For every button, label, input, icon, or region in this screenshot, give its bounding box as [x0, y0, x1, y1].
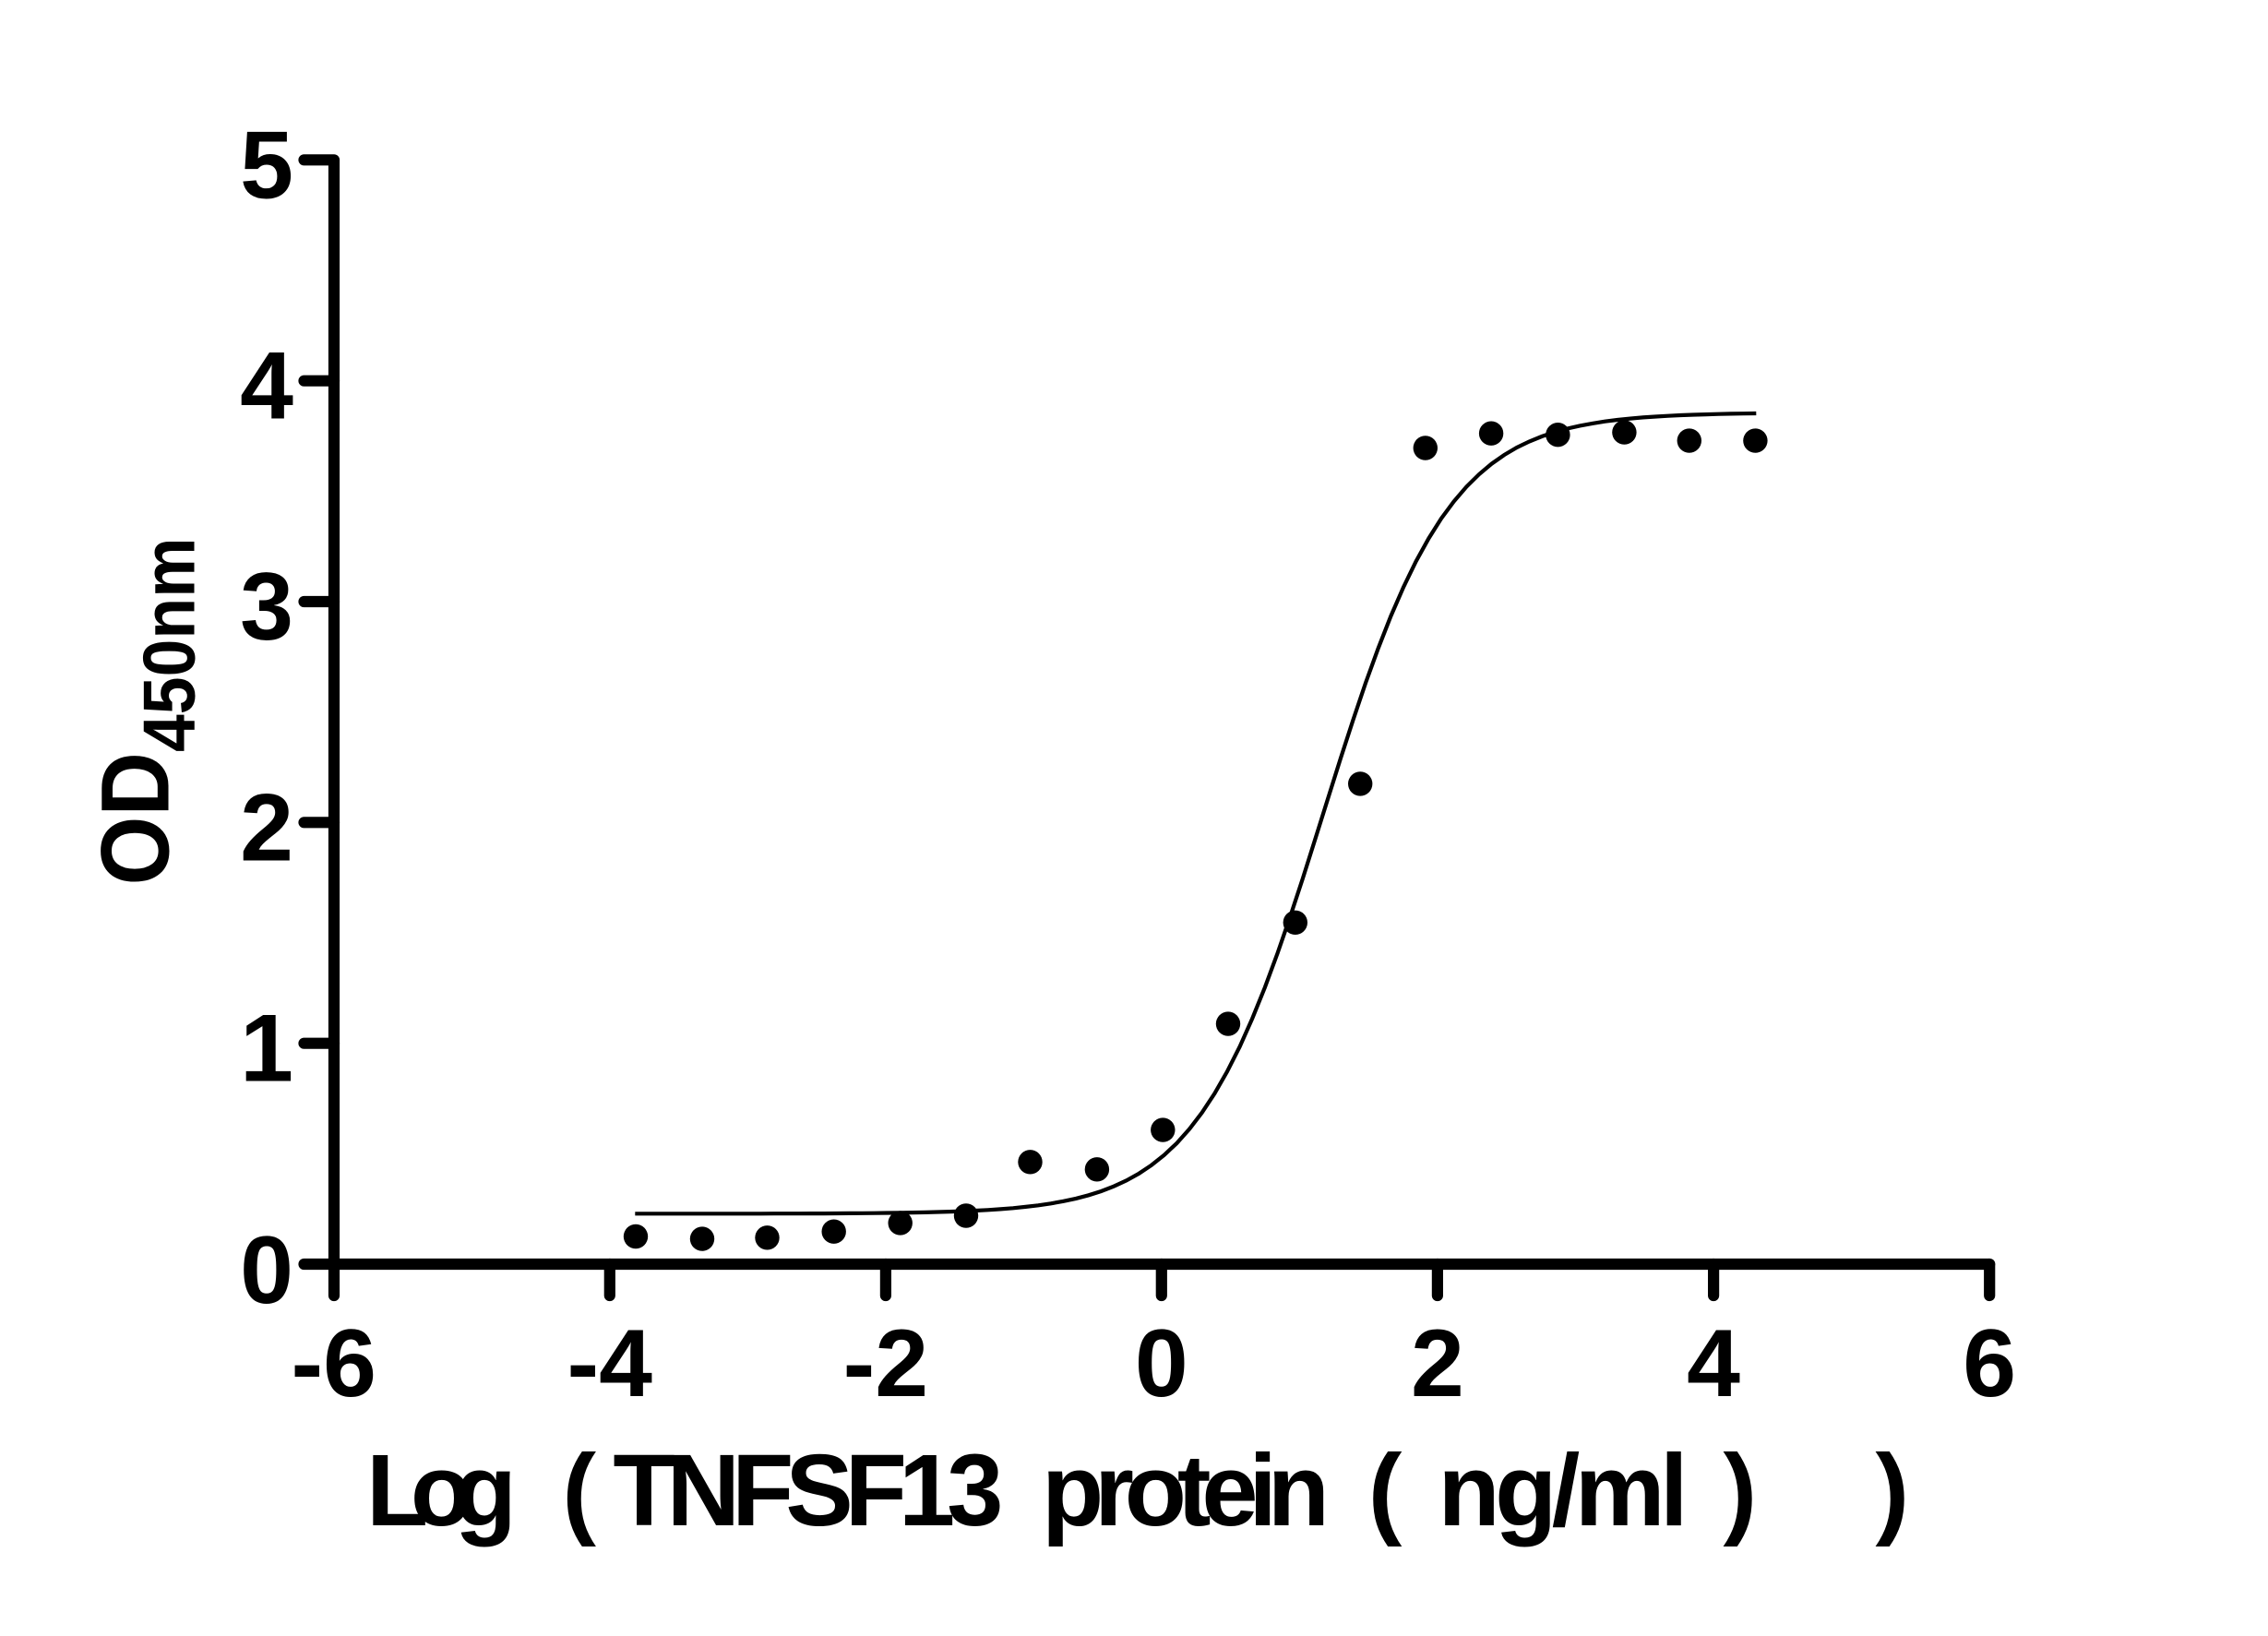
svg-text:(: ( [562, 1434, 596, 1547]
svg-text:2: 2 [1411, 1310, 1464, 1417]
svg-text:(: ( [1368, 1434, 1403, 1547]
svg-text:ng/ml: ng/ml [1438, 1434, 1689, 1547]
svg-text:-6: -6 [292, 1310, 376, 1417]
svg-text:protein: protein [1042, 1434, 1330, 1547]
svg-text:4: 4 [240, 333, 293, 440]
svg-text:2: 2 [240, 774, 293, 881]
svg-text:1: 1 [240, 996, 293, 1103]
svg-text:): ) [1876, 1434, 1910, 1547]
svg-text:5: 5 [240, 112, 293, 219]
svg-text:): ) [1724, 1434, 1758, 1547]
svg-text:-4: -4 [567, 1310, 653, 1417]
svg-text:-2: -2 [843, 1310, 928, 1417]
svg-text:Log: Log [366, 1434, 517, 1547]
svg-text:0: 0 [240, 1217, 293, 1324]
svg-text:6: 6 [1963, 1310, 2016, 1417]
svg-text:OD450nm: OD450nm [82, 538, 210, 886]
svg-text:TNFSF13: TNFSF13 [613, 1434, 1003, 1547]
svg-text:3: 3 [240, 554, 293, 661]
svg-text:0: 0 [1135, 1310, 1188, 1417]
svg-text:4: 4 [1687, 1310, 1740, 1417]
